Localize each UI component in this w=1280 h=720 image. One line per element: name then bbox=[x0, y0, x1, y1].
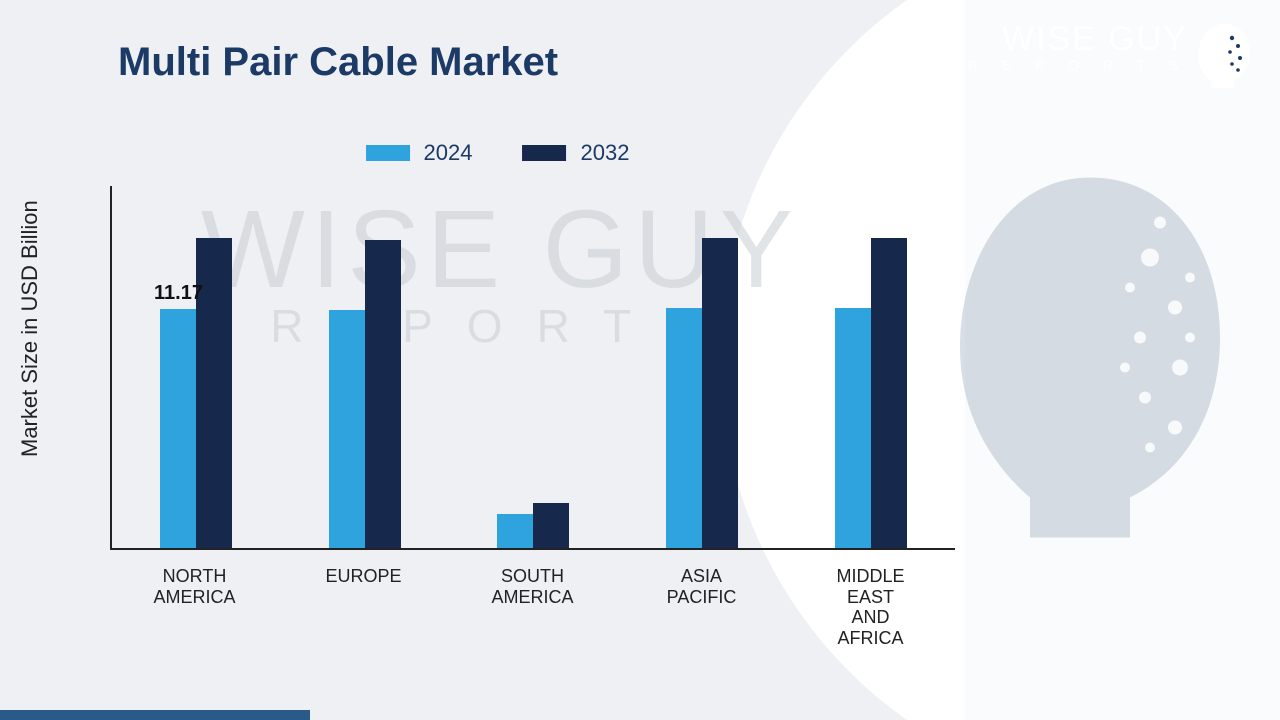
brand-head-icon bbox=[1194, 22, 1252, 90]
bottom-accent-bar bbox=[0, 710, 310, 720]
legend-swatch bbox=[366, 145, 410, 161]
category-labels: NORTHAMERICAEUROPESOUTHAMERICAASIAPACIFI… bbox=[110, 560, 955, 680]
legend-item: 2024 bbox=[366, 140, 473, 166]
bar-2032 bbox=[533, 503, 569, 548]
y-axis-label: Market Size in USD Billion bbox=[17, 201, 43, 458]
bar-chart: 20242032 Market Size in USD Billion 11.1… bbox=[40, 150, 955, 680]
category-label: EUROPE bbox=[279, 560, 448, 680]
category-label: NORTHAMERICA bbox=[110, 560, 279, 680]
bar-2032 bbox=[365, 240, 401, 548]
bar-group bbox=[281, 186, 450, 548]
bar-2024 bbox=[835, 308, 871, 548]
bar-2024 bbox=[329, 310, 365, 548]
bar-2024 bbox=[497, 514, 533, 548]
bar-group bbox=[786, 186, 955, 548]
legend-label: 2024 bbox=[424, 140, 473, 166]
bar-groups: 11.17 bbox=[112, 186, 955, 548]
category-label: SOUTHAMERICA bbox=[448, 560, 617, 680]
chart-title: Multi Pair Cable Market bbox=[118, 40, 558, 85]
bar-group bbox=[112, 186, 281, 548]
legend: 2024 2032 bbox=[366, 140, 630, 166]
brand-logo: WISE GUY R E P O R T S bbox=[968, 22, 1252, 90]
bar-group bbox=[618, 186, 787, 548]
brand-line1: WISE GUY bbox=[968, 22, 1188, 56]
legend-label: 2032 bbox=[581, 140, 630, 166]
category-label: MIDDLEEASTANDAFRICA bbox=[786, 560, 955, 680]
bar-2032 bbox=[702, 238, 738, 548]
head-watermark-icon bbox=[940, 168, 1240, 553]
bar-2032 bbox=[871, 238, 907, 548]
bar-2024 bbox=[160, 309, 196, 548]
category-label: ASIAPACIFIC bbox=[617, 560, 786, 680]
legend-swatch bbox=[523, 145, 567, 161]
brand-line2: R E P O R T S bbox=[968, 58, 1188, 72]
plot-area: 11.17 bbox=[110, 186, 955, 550]
bar-group bbox=[449, 186, 618, 548]
bar-2024 bbox=[666, 308, 702, 548]
bar-value-label: 11.17 bbox=[154, 282, 203, 305]
legend-item: 2032 bbox=[523, 140, 630, 166]
stage: WISE GUY R E P O R T S Multi Pair Cable … bbox=[0, 0, 1280, 720]
